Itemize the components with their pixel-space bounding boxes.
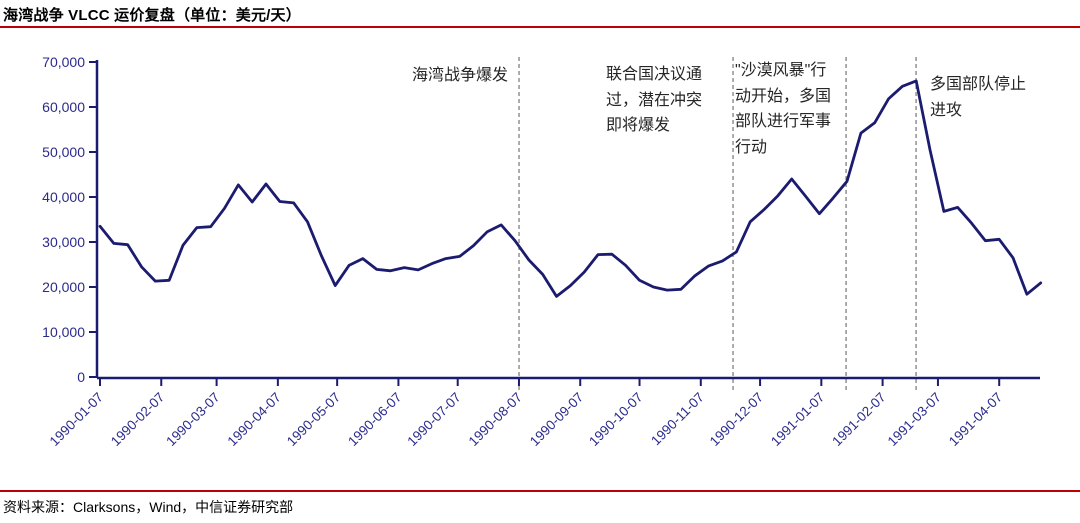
y-axis-label: 0 bbox=[77, 369, 85, 385]
x-axis-label: 1990-09-07 bbox=[527, 390, 586, 449]
annotation-un-resolution: 联合国决议通 过，潜在冲突 即将爆发 bbox=[606, 66, 703, 135]
y-axis-label: 30,000 bbox=[42, 234, 85, 250]
x-axis-label: 1990-04-07 bbox=[225, 390, 284, 449]
y-axis-label: 10,000 bbox=[42, 324, 85, 340]
y-axis-label: 60,000 bbox=[42, 99, 85, 115]
y-axis-label: 20,000 bbox=[42, 279, 85, 295]
x-axis-label: 1990-08-07 bbox=[466, 390, 525, 449]
y-axis-label: 40,000 bbox=[42, 189, 85, 205]
x-axis-label: 1991-01-07 bbox=[768, 390, 827, 449]
x-axis-label: 1990-10-07 bbox=[586, 390, 645, 449]
annotation-desert-storm: "沙漠风暴"行 动开始，多国 部队进行军事 行动 bbox=[735, 62, 832, 156]
annotation-forces-stop-attack: 多国部队停止 进攻 bbox=[930, 76, 1027, 119]
x-axis-label: 1990-02-07 bbox=[108, 390, 167, 449]
x-axis-label: 1990-05-07 bbox=[284, 390, 343, 449]
chart-title: 海湾战争 VLCC 运价复盘（单位：美元/天） bbox=[3, 7, 301, 24]
x-axis-label: 1991-02-07 bbox=[829, 390, 888, 449]
annotation-gulf-war-outbreak: 海湾战争爆发 bbox=[411, 67, 508, 84]
x-axis-label: 1990-06-07 bbox=[345, 390, 404, 449]
x-axis-label: 1990-11-07 bbox=[648, 390, 707, 449]
x-axis-label: 1990-12-07 bbox=[707, 390, 766, 449]
x-axis-label: 1991-04-07 bbox=[946, 390, 1005, 449]
x-axis-label: 1990-07-07 bbox=[404, 390, 463, 449]
x-axis-label: 1990-03-07 bbox=[163, 390, 222, 449]
y-axis-label: 50,000 bbox=[42, 144, 85, 160]
bottom-red-rule bbox=[0, 490, 1080, 492]
y-axis-label: 70,000 bbox=[42, 54, 85, 70]
x-axis-label: 1990-01-07 bbox=[47, 390, 106, 449]
vlcc-rate-line bbox=[98, 79, 1043, 298]
source-note: 资料来源：Clarksons，Wind，中信证券研究部 bbox=[3, 499, 294, 515]
top-red-rule bbox=[0, 26, 1080, 28]
x-axis-label: 1991-03-07 bbox=[885, 390, 944, 449]
